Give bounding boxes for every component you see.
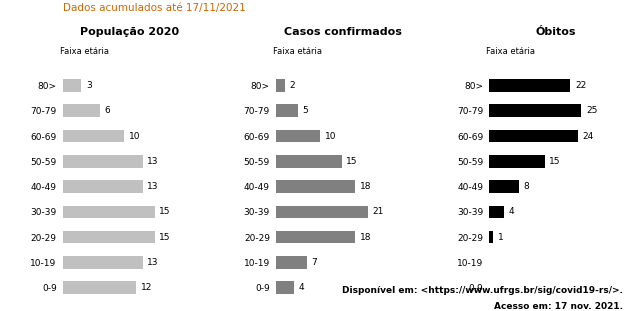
Text: Óbitos: Óbitos xyxy=(536,27,576,37)
Text: Faixa etária: Faixa etária xyxy=(60,47,109,56)
Text: Casos confirmados: Casos confirmados xyxy=(284,27,402,37)
Text: 10: 10 xyxy=(129,132,140,141)
Bar xyxy=(276,281,294,294)
Text: 4: 4 xyxy=(509,207,515,216)
Bar xyxy=(489,206,504,218)
Bar xyxy=(63,256,143,269)
Text: Faixa etária: Faixa etária xyxy=(486,47,535,56)
Bar xyxy=(63,281,136,294)
Text: 8: 8 xyxy=(523,182,529,191)
Text: 18: 18 xyxy=(360,233,371,242)
Text: 15: 15 xyxy=(159,207,171,216)
Bar xyxy=(63,130,124,142)
Bar xyxy=(276,256,307,269)
Text: 15: 15 xyxy=(159,233,171,242)
Bar xyxy=(276,104,298,117)
Bar xyxy=(276,180,355,193)
Bar xyxy=(276,231,355,244)
Text: 15: 15 xyxy=(549,157,560,166)
Text: 22: 22 xyxy=(575,81,586,90)
Bar xyxy=(63,104,99,117)
Text: 21: 21 xyxy=(372,207,384,216)
Bar xyxy=(489,155,545,168)
Text: 4: 4 xyxy=(298,283,304,292)
Text: 6: 6 xyxy=(104,106,110,115)
Text: 7: 7 xyxy=(311,258,317,267)
Text: Disponível em: <https://www.ufrgs.br/sig/covid19-rs/>.: Disponível em: <https://www.ufrgs.br/sig… xyxy=(342,286,623,295)
Bar xyxy=(489,130,577,142)
Bar xyxy=(276,130,320,142)
Bar xyxy=(489,79,571,92)
Text: 10: 10 xyxy=(325,132,336,141)
Text: Faixa etária: Faixa etária xyxy=(273,47,322,56)
Text: 5: 5 xyxy=(303,106,308,115)
Text: 25: 25 xyxy=(586,106,598,115)
Bar xyxy=(276,79,285,92)
Bar xyxy=(63,231,155,244)
Text: 3: 3 xyxy=(86,81,92,90)
Text: 1: 1 xyxy=(498,233,503,242)
Text: 13: 13 xyxy=(147,258,159,267)
Text: Dados acumulados até 17/11/2021: Dados acumulados até 17/11/2021 xyxy=(63,3,246,13)
Text: 18: 18 xyxy=(360,182,371,191)
Text: 24: 24 xyxy=(582,132,594,141)
Bar xyxy=(489,180,519,193)
Bar xyxy=(63,155,143,168)
Text: População 2020: População 2020 xyxy=(80,27,179,37)
Text: 13: 13 xyxy=(147,182,159,191)
Text: 12: 12 xyxy=(141,283,152,292)
Text: 13: 13 xyxy=(147,157,159,166)
Bar xyxy=(489,104,581,117)
Bar xyxy=(276,206,368,218)
Bar xyxy=(63,180,143,193)
Text: Acesso em: 17 nov. 2021.: Acesso em: 17 nov. 2021. xyxy=(494,302,623,311)
Text: 15: 15 xyxy=(347,157,358,166)
Bar xyxy=(276,155,342,168)
Bar xyxy=(63,79,81,92)
Text: 2: 2 xyxy=(289,81,295,90)
Bar xyxy=(63,206,155,218)
Bar xyxy=(489,231,493,244)
